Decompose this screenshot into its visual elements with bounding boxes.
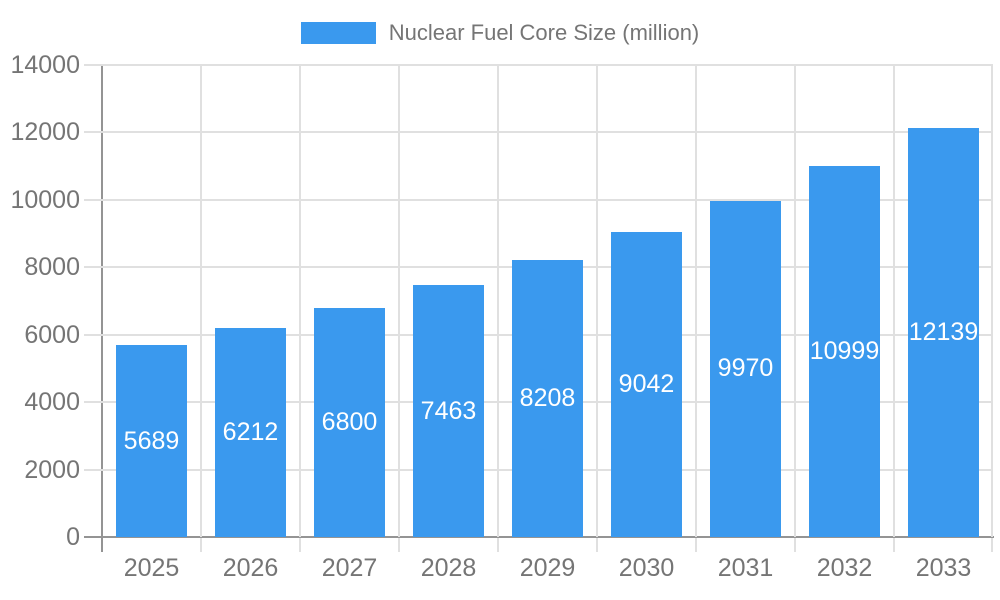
x-axis-tick-label: 2032 <box>816 554 873 582</box>
legend-swatch[interactable] <box>300 22 376 44</box>
y-axis-tick-label: 10000 <box>10 185 80 214</box>
x-axis-tick <box>398 538 400 552</box>
h-gridline <box>84 131 993 134</box>
bar-2031[interactable]: 9970 <box>709 200 782 537</box>
y-axis-tick-label: 8000 <box>24 253 80 282</box>
y-axis-tick-label: 2000 <box>24 455 80 484</box>
v-gridline <box>497 65 499 537</box>
h-gridline <box>84 198 993 201</box>
x-axis-tick <box>200 538 202 552</box>
chart-legend: Nuclear Fuel Core Size (million) <box>0 18 1000 48</box>
bar-value-label: 9970 <box>717 354 774 383</box>
v-gridline <box>893 65 895 537</box>
x-axis-tick <box>794 538 796 552</box>
bar-2028[interactable]: 7463 <box>412 285 485 537</box>
x-axis-tick-label: 2028 <box>420 554 477 582</box>
x-axis-tick <box>497 538 499 552</box>
x-axis-tick <box>893 538 895 552</box>
bar-2027[interactable]: 6800 <box>313 307 386 537</box>
bar-value-label: 12139 <box>908 317 979 346</box>
bar-2032[interactable]: 10999 <box>808 166 881 537</box>
v-gridline <box>596 65 598 537</box>
x-axis-tick <box>991 538 993 552</box>
bar-value-label: 7463 <box>420 396 477 425</box>
x-axis-tick-label: 2030 <box>618 554 675 582</box>
h-gridline <box>84 64 993 66</box>
x-axis-tick-label: 2033 <box>915 554 972 582</box>
plot-area: 5689 6212 6800 7463 8208 9042 9970 10999 12139 <box>84 64 993 537</box>
legend-label[interactable]: Nuclear Fuel Core Size (million) <box>388 20 700 45</box>
y-axis-tick-label: 0 <box>66 523 80 551</box>
x-axis-tick <box>596 538 598 552</box>
x-axis-line <box>84 536 994 538</box>
x-axis-tick-label: 2031 <box>717 554 774 582</box>
bar-2033[interactable]: 12139 <box>907 127 980 537</box>
bar-2029[interactable]: 8208 <box>511 260 584 537</box>
y-axis-line <box>101 65 103 552</box>
bar-2025[interactable]: 5689 <box>115 345 188 537</box>
v-gridline <box>695 65 697 537</box>
bar-value-label: 6800 <box>321 407 378 436</box>
v-gridline <box>299 65 301 537</box>
bar-2026[interactable]: 6212 <box>214 327 287 537</box>
y-axis-tick-label: 4000 <box>24 388 80 417</box>
y-axis-tick-label: 12000 <box>10 118 80 147</box>
y-axis-tick-label: 14000 <box>10 51 80 79</box>
bar-value-label: 9042 <box>618 370 675 399</box>
x-axis-tick <box>695 538 697 552</box>
y-axis-tick-label: 6000 <box>24 320 80 349</box>
x-axis-tick-label: 2025 <box>123 554 180 582</box>
bar-value-label: 5689 <box>123 426 180 455</box>
x-axis-tick-label: 2027 <box>321 554 378 582</box>
bar-value-label: 8208 <box>519 384 576 413</box>
bar-2030[interactable]: 9042 <box>610 232 683 537</box>
bar-value-label: 6212 <box>222 417 279 446</box>
x-axis-tick-label: 2026 <box>222 554 279 582</box>
bar-value-label: 10999 <box>809 337 880 366</box>
v-gridline <box>794 65 796 537</box>
v-gridline <box>200 65 202 537</box>
x-axis-tick <box>299 538 301 552</box>
v-gridline <box>991 65 993 537</box>
v-gridline <box>398 65 400 537</box>
x-axis-tick-label: 2029 <box>519 554 576 582</box>
